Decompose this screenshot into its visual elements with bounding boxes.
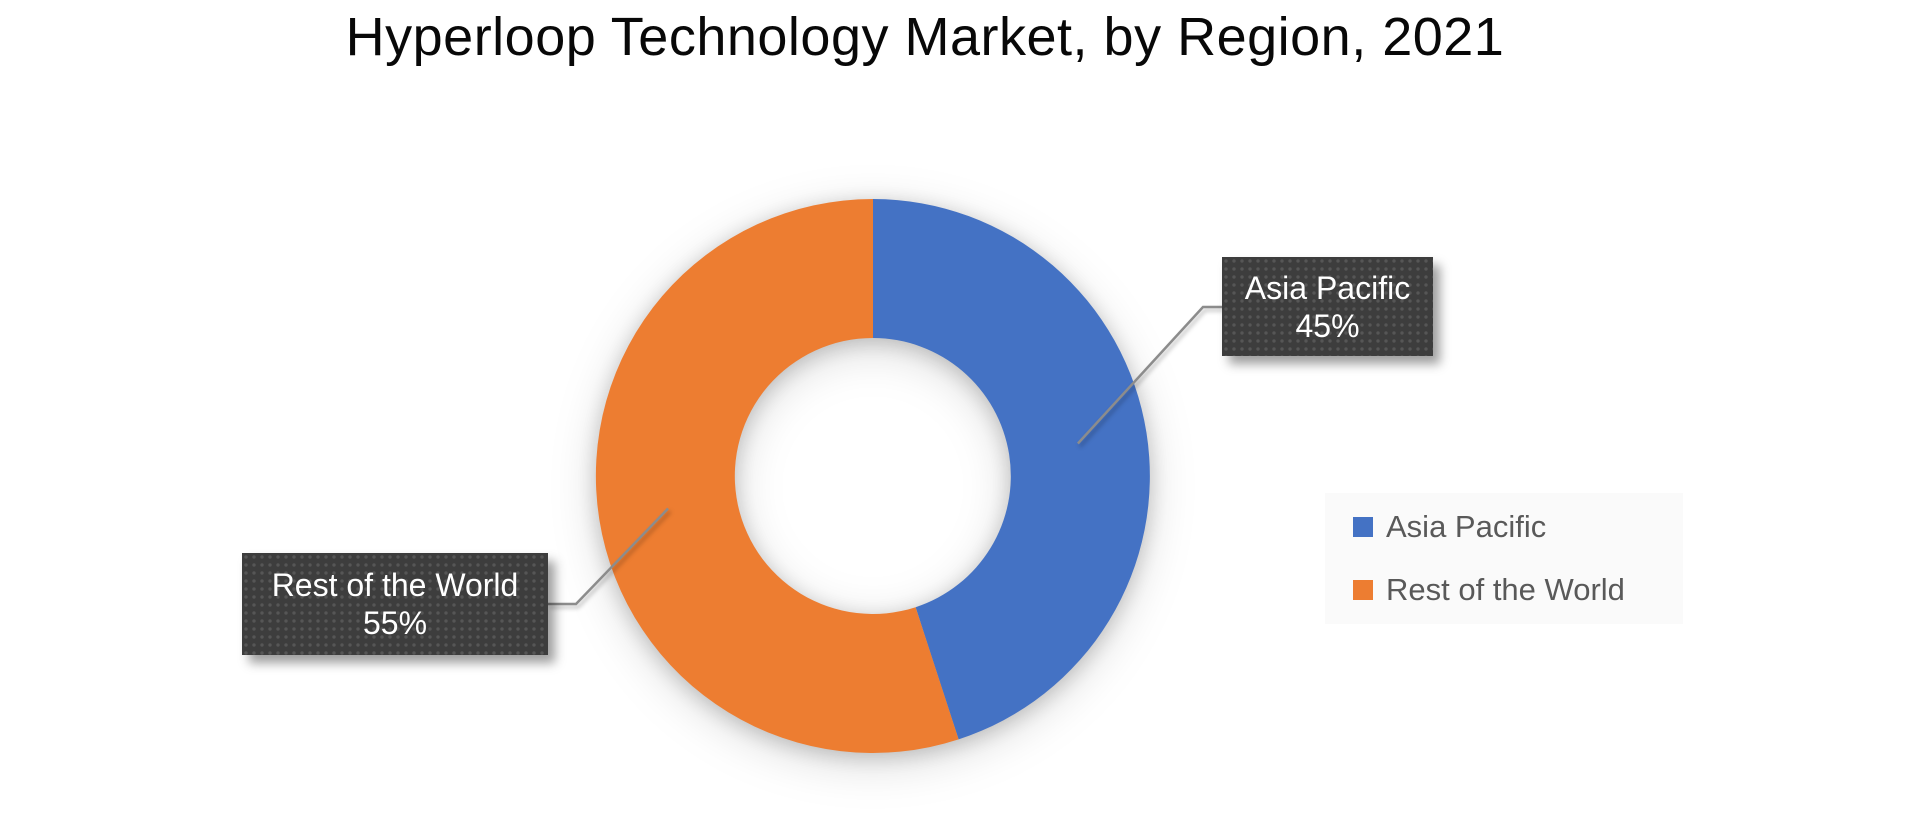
data-label-category: Rest of the World bbox=[271, 567, 519, 603]
leader-lines bbox=[548, 305, 1222, 606]
leader-line bbox=[548, 507, 669, 606]
data-label-value: 55% bbox=[362, 605, 428, 641]
chart-legend: Asia Pacific Rest of the World bbox=[1325, 493, 1683, 624]
data-label-rest-of-world: Rest of the World 55% bbox=[242, 553, 548, 655]
data-label-asia-pacific: Asia Pacific 45% bbox=[1222, 257, 1433, 356]
legend-swatch-icon bbox=[1353, 580, 1373, 600]
legend-item-label: Rest of the World bbox=[1386, 572, 1625, 607]
donut-segment-asia-pacific bbox=[873, 199, 1150, 740]
leader-line bbox=[1076, 305, 1222, 445]
donut-segment-rest-of-the-world bbox=[595, 198, 959, 753]
data-label-value: 45% bbox=[1295, 307, 1360, 344]
legend-item-rest-of-world: Rest of the World bbox=[1353, 572, 1683, 608]
data-label-category: Asia Pacific bbox=[1244, 269, 1411, 306]
legend-item-label: Asia Pacific bbox=[1386, 509, 1547, 544]
legend-item-asia-pacific: Asia Pacific bbox=[1353, 509, 1683, 545]
chart-title: Hyperloop Technology Market, by Region, … bbox=[345, 7, 1505, 67]
donut-segments bbox=[595, 198, 1150, 753]
legend-swatch-icon bbox=[1353, 517, 1373, 537]
